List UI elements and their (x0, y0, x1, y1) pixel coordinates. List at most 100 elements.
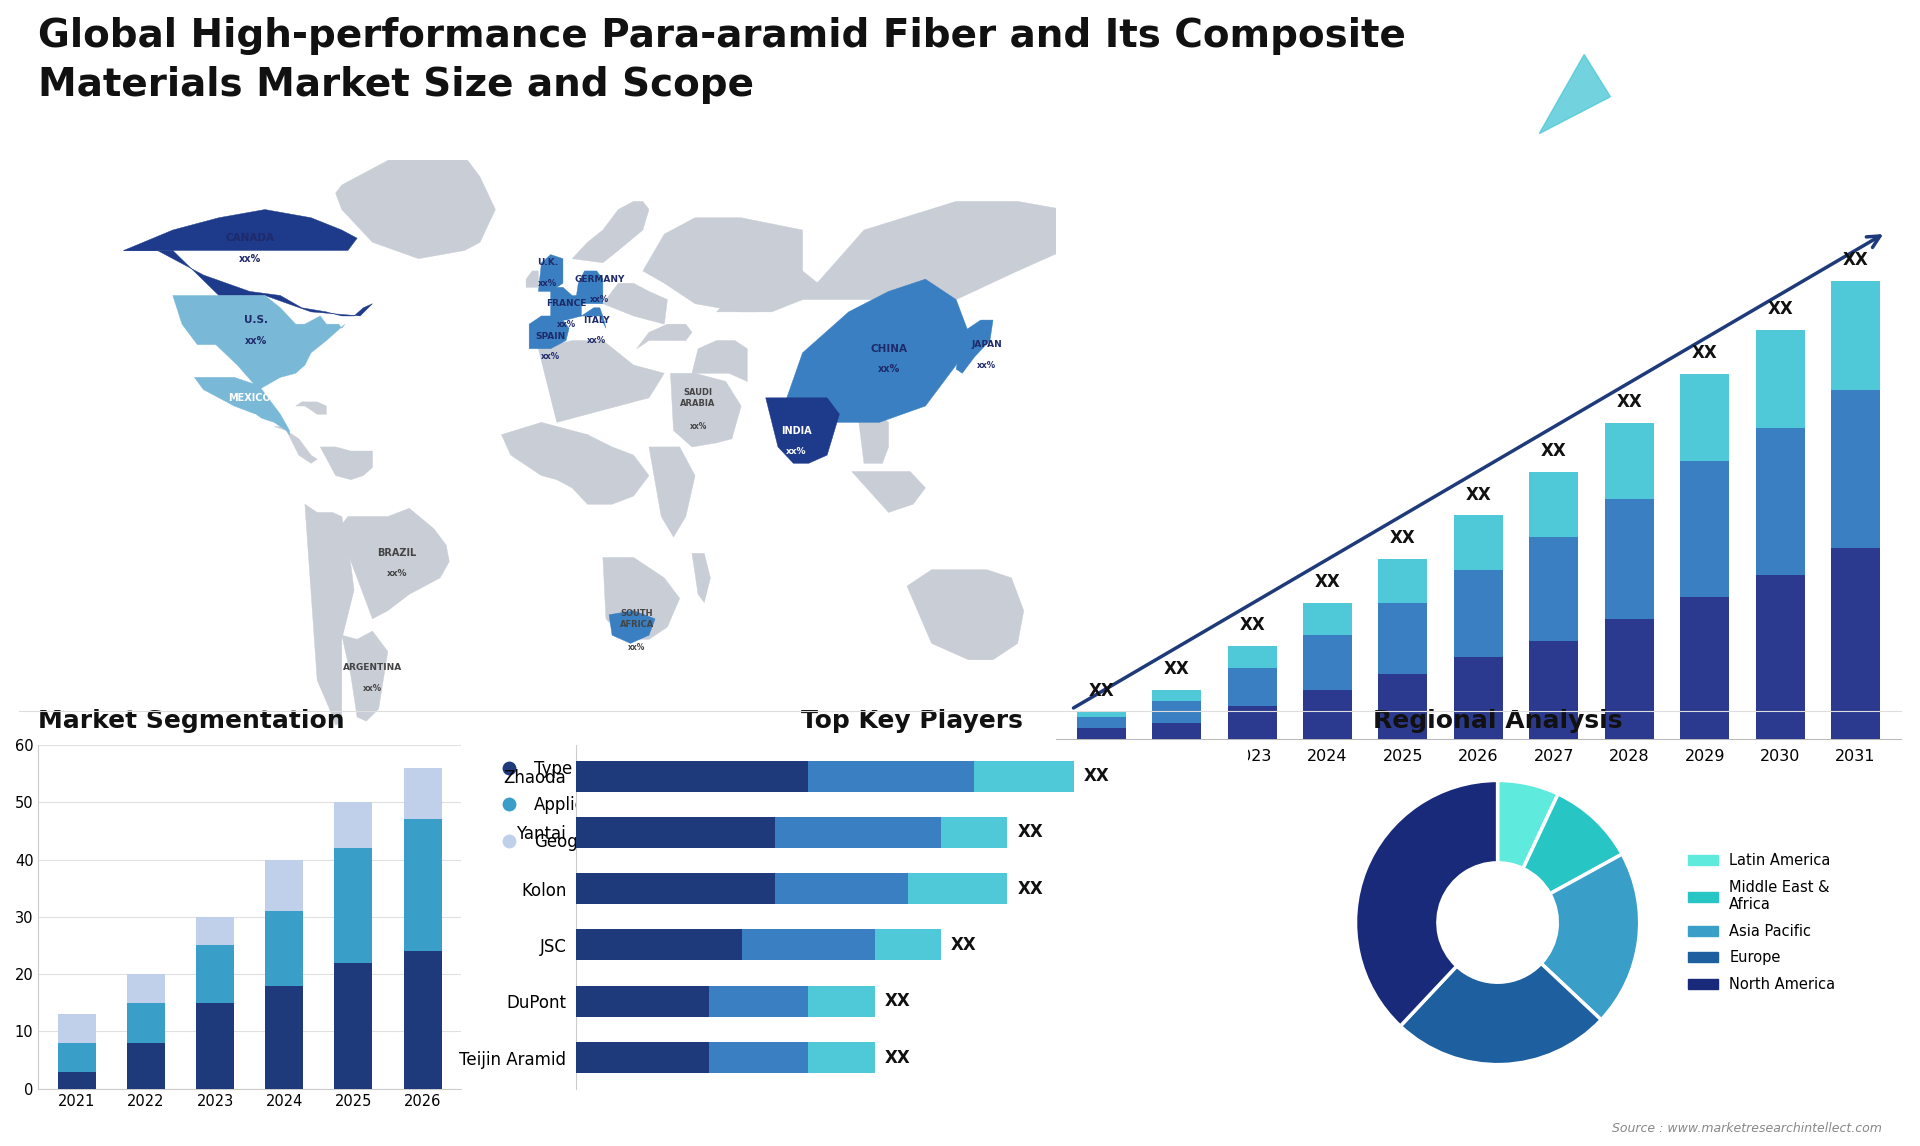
Polygon shape (576, 270, 603, 304)
Text: XX: XX (1692, 344, 1718, 362)
Bar (58, 1043, 96, 1072)
Bar (1453, 658, 1503, 739)
Polygon shape (572, 202, 649, 262)
Bar (265, 860, 303, 911)
Text: xx%: xx% (628, 643, 645, 652)
Bar (1227, 668, 1277, 706)
Text: INDIA: INDIA (781, 425, 812, 435)
Bar (334, 963, 372, 1089)
Bar (1304, 636, 1352, 690)
Text: XX: XX (950, 936, 977, 953)
Title: Regional Analysis: Regional Analysis (1373, 709, 1622, 733)
Text: ARGENTINA: ARGENTINA (344, 664, 401, 673)
Bar (127, 974, 165, 1003)
Bar (1379, 559, 1427, 603)
Bar (334, 848, 372, 963)
Bar (1077, 728, 1125, 739)
Polygon shape (603, 557, 680, 639)
Bar (576, 817, 776, 848)
Bar (576, 873, 776, 904)
Text: XX: XX (1542, 442, 1567, 460)
Text: XX: XX (1843, 251, 1868, 269)
Text: Market Segmentation: Market Segmentation (38, 709, 346, 733)
Text: U.S.: U.S. (244, 315, 267, 325)
Polygon shape (766, 398, 839, 463)
Bar (576, 929, 741, 960)
Polygon shape (670, 374, 741, 447)
Polygon shape (781, 280, 972, 423)
Polygon shape (643, 218, 803, 312)
Bar (265, 986, 303, 1089)
Text: XX: XX (1617, 393, 1642, 410)
Polygon shape (566, 434, 649, 504)
Bar (1379, 603, 1427, 674)
Bar (1755, 575, 1805, 739)
Text: XX: XX (1164, 660, 1190, 678)
Bar (1077, 717, 1125, 728)
Polygon shape (530, 316, 568, 348)
Text: xx%: xx% (785, 447, 806, 455)
Polygon shape (305, 504, 353, 725)
Bar (265, 911, 303, 986)
Polygon shape (852, 471, 925, 512)
Text: SAUDI
ARABIA: SAUDI ARABIA (680, 388, 716, 408)
Bar (808, 1042, 876, 1073)
Legend: Type, Application, Geography: Type, Application, Geography (486, 753, 634, 857)
Bar (1680, 461, 1730, 597)
Bar (1077, 712, 1125, 717)
Polygon shape (19, 160, 1094, 733)
Bar (1832, 390, 1880, 548)
Bar (403, 768, 442, 819)
Bar (776, 873, 908, 904)
Text: MARKET: MARKET (1705, 49, 1759, 62)
Bar (576, 1042, 708, 1073)
Text: xx%: xx% (244, 336, 267, 346)
Polygon shape (296, 402, 326, 414)
Polygon shape (321, 447, 372, 480)
Text: FRANCE: FRANCE (545, 299, 586, 308)
Text: xx%: xx% (589, 296, 609, 304)
Bar (1227, 706, 1277, 739)
Bar (1605, 619, 1653, 739)
Text: xx%: xx% (557, 320, 576, 329)
Polygon shape (803, 202, 1079, 299)
Text: XX: XX (1238, 617, 1265, 635)
Polygon shape (275, 426, 317, 463)
Polygon shape (194, 377, 290, 434)
Polygon shape (937, 340, 956, 356)
Text: XX: XX (1766, 300, 1793, 317)
Bar (58, 1072, 96, 1089)
Polygon shape (336, 152, 495, 259)
Bar (1453, 516, 1503, 570)
Polygon shape (123, 251, 372, 316)
Wedge shape (1498, 780, 1559, 869)
Bar (1755, 330, 1805, 429)
Bar (776, 817, 941, 848)
Polygon shape (691, 554, 710, 603)
Text: U.K.: U.K. (538, 258, 559, 267)
Text: MEXICO: MEXICO (228, 393, 271, 403)
Bar (708, 986, 808, 1017)
Bar (1453, 570, 1503, 658)
Polygon shape (332, 509, 449, 619)
Bar (1379, 674, 1427, 739)
Text: xx%: xx% (238, 253, 261, 264)
Text: JAPAN: JAPAN (972, 340, 1002, 350)
Text: CHINA: CHINA (870, 344, 906, 354)
Bar (403, 819, 442, 951)
Bar (741, 929, 876, 960)
Bar (708, 1042, 808, 1073)
Bar (1680, 374, 1730, 461)
Bar (1530, 537, 1578, 641)
Text: xx%: xx% (588, 336, 607, 345)
Text: RESEARCH: RESEARCH (1705, 78, 1774, 92)
Text: xx%: xx% (977, 361, 996, 369)
Title: Top Key Players: Top Key Players (801, 709, 1023, 733)
Wedge shape (1356, 780, 1498, 1026)
Text: XX: XX (1018, 823, 1043, 841)
Text: INTELLECT: INTELLECT (1705, 108, 1774, 120)
Text: xx%: xx% (538, 278, 557, 288)
Wedge shape (1542, 854, 1640, 1020)
Polygon shape (123, 210, 357, 251)
Polygon shape (173, 296, 346, 390)
